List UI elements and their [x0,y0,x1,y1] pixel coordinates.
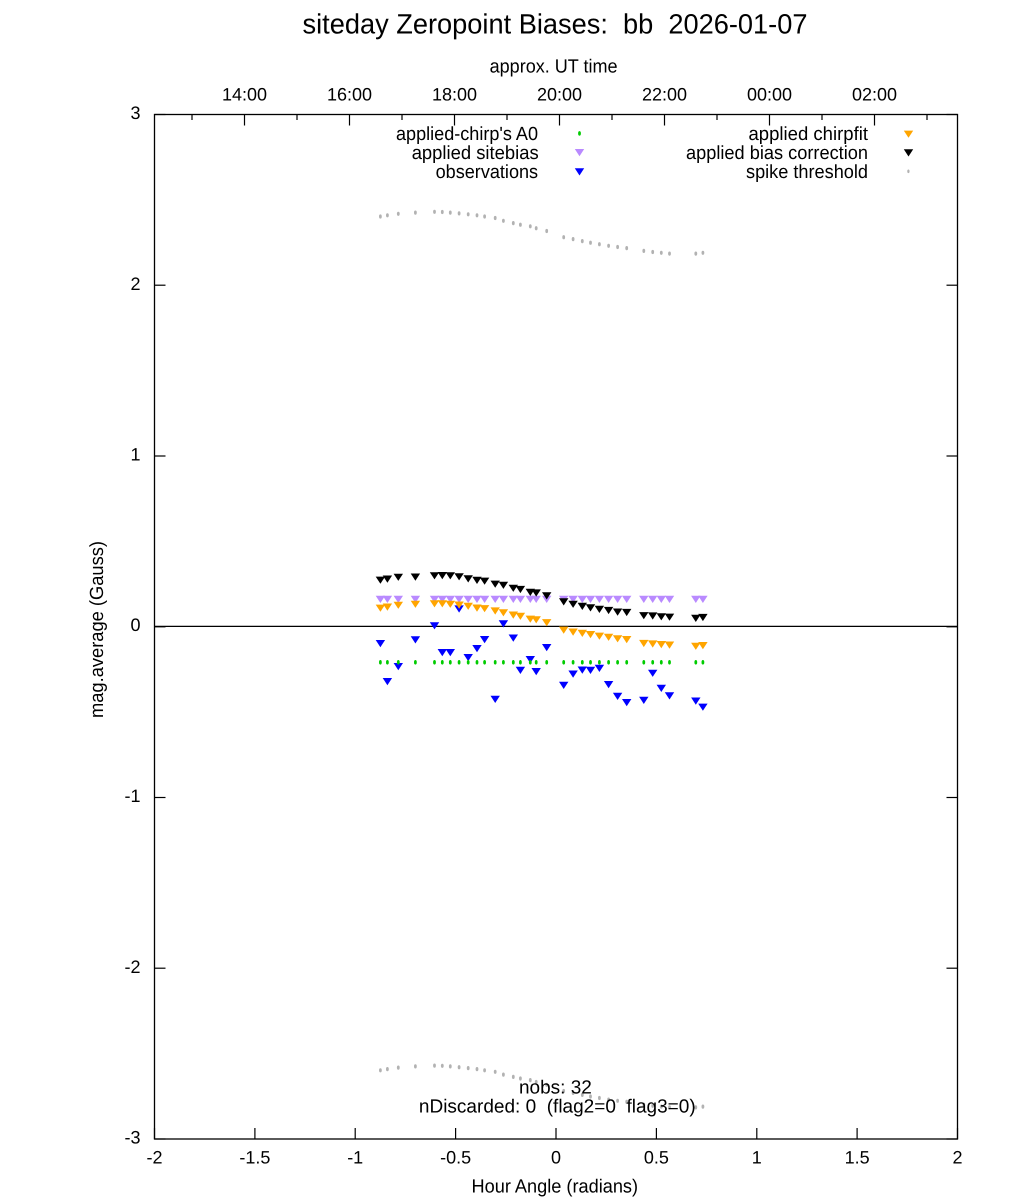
svg-text:14:00: 14:00 [222,84,267,104]
svg-text:1: 1 [130,445,140,465]
svg-text:2: 2 [130,274,140,294]
svg-text:applied-chirp's A0: applied-chirp's A0 [396,124,538,145]
svg-text:-2: -2 [146,1147,162,1167]
svg-text:-0.5: -0.5 [440,1147,471,1167]
svg-text:2: 2 [952,1147,962,1167]
svg-text:00:00: 00:00 [747,84,792,104]
svg-text:Hour Angle (radians): Hour Angle (radians) [472,1176,639,1197]
svg-text:0.5: 0.5 [644,1147,669,1167]
svg-text:1.5: 1.5 [845,1147,870,1167]
svg-text:16:00: 16:00 [327,84,372,104]
svg-text:-1.5: -1.5 [239,1147,270,1167]
svg-text:mag.average (Gauss): mag.average (Gauss) [87,541,108,718]
svg-text:0: 0 [551,1147,561,1167]
svg-text:22:00: 22:00 [642,84,687,104]
svg-text:approx. UT time: approx. UT time [490,57,618,78]
svg-text:1: 1 [752,1147,762,1167]
svg-text:-1: -1 [347,1147,363,1167]
svg-text:siteday Zeropoint Biases: bb: siteday Zeropoint Biases: bb 2026-01-07 [303,9,808,40]
svg-text:0: 0 [130,615,140,635]
svg-text:observations: observations [436,162,539,183]
svg-text:nDiscarded: 0 (flag2=0 flag3: nDiscarded: 0 (flag2=0 flag3=0) [419,1096,696,1117]
svg-text:applied sitebias: applied sitebias [412,143,539,164]
svg-text:applied chirpfit: applied chirpfit [749,124,869,145]
svg-text:18:00: 18:00 [432,84,477,104]
svg-text:nobs: 32: nobs: 32 [519,1078,592,1099]
svg-text:3: 3 [130,103,140,123]
svg-text:-2: -2 [124,957,140,977]
svg-text:02:00: 02:00 [852,84,897,104]
svg-text:-3: -3 [124,1128,140,1148]
svg-text:20:00: 20:00 [537,84,582,104]
svg-text:spike threshold: spike threshold [746,162,868,183]
svg-text:applied bias correction: applied bias correction [686,143,868,164]
svg-text:-1: -1 [124,786,140,806]
